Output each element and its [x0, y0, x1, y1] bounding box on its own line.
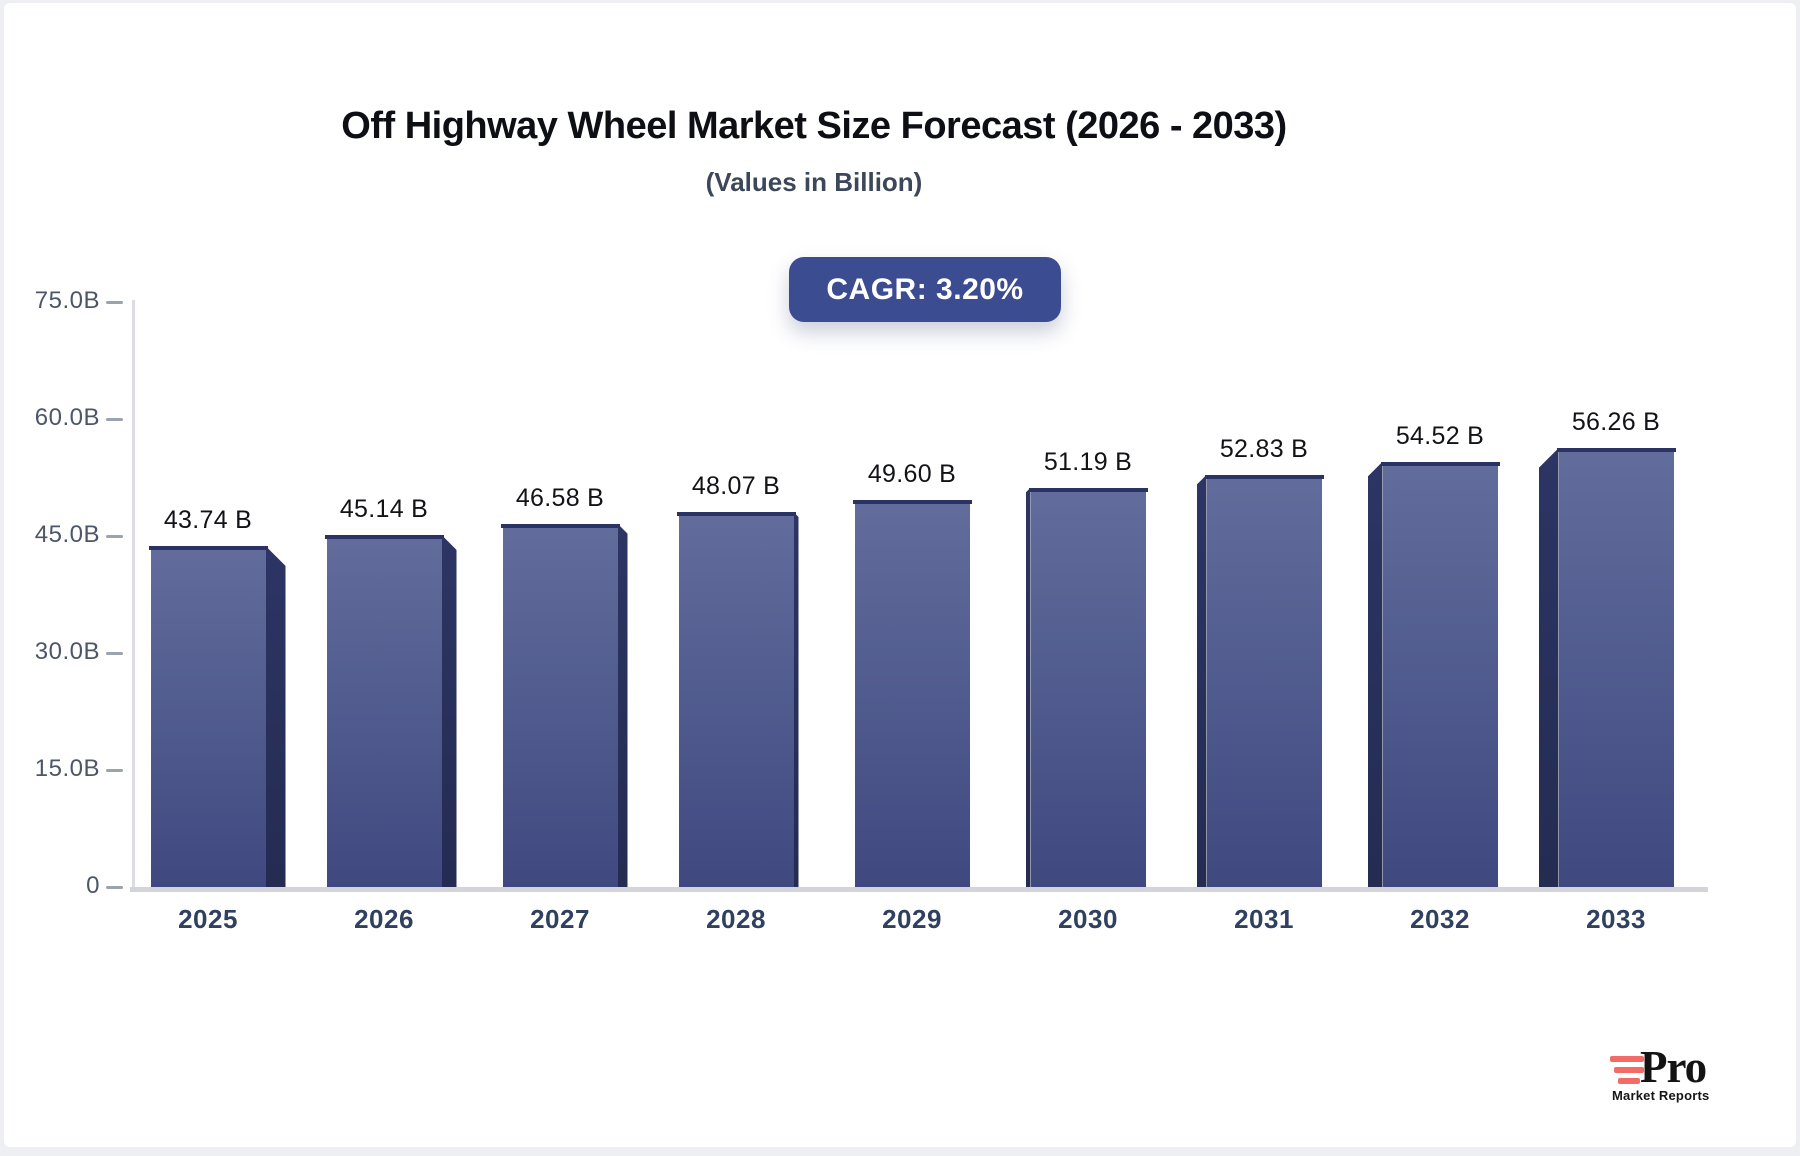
x-tick-label: 2026 [354, 904, 414, 934]
y-tick-mark [106, 535, 123, 538]
bar-side-face [441, 534, 457, 887]
bar-value-label: 43.74 B [163, 505, 253, 534]
bar-side-face [1196, 474, 1207, 887]
bar-value-label: 48.07 B [691, 472, 781, 501]
bar-top-edge [1204, 474, 1324, 479]
y-tick-mark [106, 886, 123, 889]
cagr-badge: CAGR: 3.20% [789, 257, 1061, 322]
bar-value-label: 54.52 B [1395, 421, 1485, 450]
logo-stripes-icon [1610, 1056, 1644, 1089]
bar-side-face [617, 523, 628, 887]
x-tick-label: 2025 [178, 904, 238, 934]
bar-side-face [1025, 487, 1031, 887]
bar-top-edge [1028, 487, 1148, 492]
y-tick-label: 0 [86, 872, 100, 899]
logo-name: Pro [1640, 1042, 1707, 1092]
y-axis-line [132, 300, 135, 890]
y-tick-mark [106, 652, 123, 655]
bar-top-edge [1556, 448, 1676, 453]
y-tick-label: 60.0B [34, 404, 100, 431]
bar-value-label: 52.83 B [1219, 434, 1309, 463]
bar-side-face [1367, 461, 1383, 887]
bar-value-label: 56.26 B [1571, 408, 1661, 437]
y-tick-label: 45.0B [34, 521, 100, 548]
bar-top-edge [500, 523, 620, 528]
bar-value-label: 51.19 B [1043, 447, 1133, 476]
bar-top-edge [852, 500, 972, 505]
logo-stripe [1614, 1067, 1644, 1073]
y-tick-mark [106, 769, 123, 772]
bar-value-label: 45.14 B [339, 494, 429, 523]
bar [502, 523, 618, 887]
bar [1206, 474, 1322, 887]
bar-top-edge [148, 545, 268, 550]
bar [854, 500, 970, 887]
logo-stripe [1610, 1056, 1644, 1062]
pro-market-reports-logo: Pro Market Reports [1610, 1042, 1730, 1105]
bar-side-face [265, 545, 286, 887]
bar-side-face [1538, 448, 1559, 887]
y-tick-mark [106, 301, 123, 304]
x-tick-label: 2027 [530, 904, 590, 934]
y-tick-label: 30.0B [34, 638, 100, 665]
bar [150, 545, 266, 887]
chart-card: Off Highway Wheel Market Size Forecast (… [4, 3, 1796, 1147]
chart-subtitle: (Values in Billion) [705, 167, 923, 197]
x-tick-label: 2033 [1586, 904, 1646, 934]
bar-top-edge [676, 512, 796, 517]
x-tick-label: 2032 [1410, 904, 1470, 934]
bar [1558, 448, 1674, 887]
bar-value-label: 49.60 B [867, 460, 957, 489]
plot-area: 0 15.0B 30.0B 45.0B 60.0B 75.0B 43.74 B 2025 45.… [4, 3, 1796, 1147]
y-tick-mark [106, 418, 123, 421]
bar [326, 534, 442, 887]
bar-top-edge [1380, 461, 1500, 466]
x-tick-label: 2029 [882, 904, 942, 934]
bar [1030, 487, 1146, 887]
bar-side-face [793, 512, 799, 887]
bar-top-edge [324, 534, 444, 539]
x-tick-label: 2028 [706, 904, 766, 934]
bar [1382, 461, 1498, 887]
x-tick-label: 2031 [1234, 904, 1294, 934]
y-tick-label: 75.0B [34, 287, 100, 314]
y-tick-label: 15.0B [34, 755, 100, 782]
x-tick-label: 2030 [1058, 904, 1118, 934]
x-axis-baseline [130, 887, 1708, 892]
logo-tagline: Market Reports [1612, 1088, 1710, 1103]
bar [678, 512, 794, 887]
bar-value-label: 46.58 B [515, 483, 605, 512]
cagr-badge-label: CAGR: 3.20% [826, 272, 1024, 306]
logo-stripe [1618, 1078, 1640, 1084]
chart-title: Off Highway Wheel Market Size Forecast (… [341, 105, 1287, 147]
